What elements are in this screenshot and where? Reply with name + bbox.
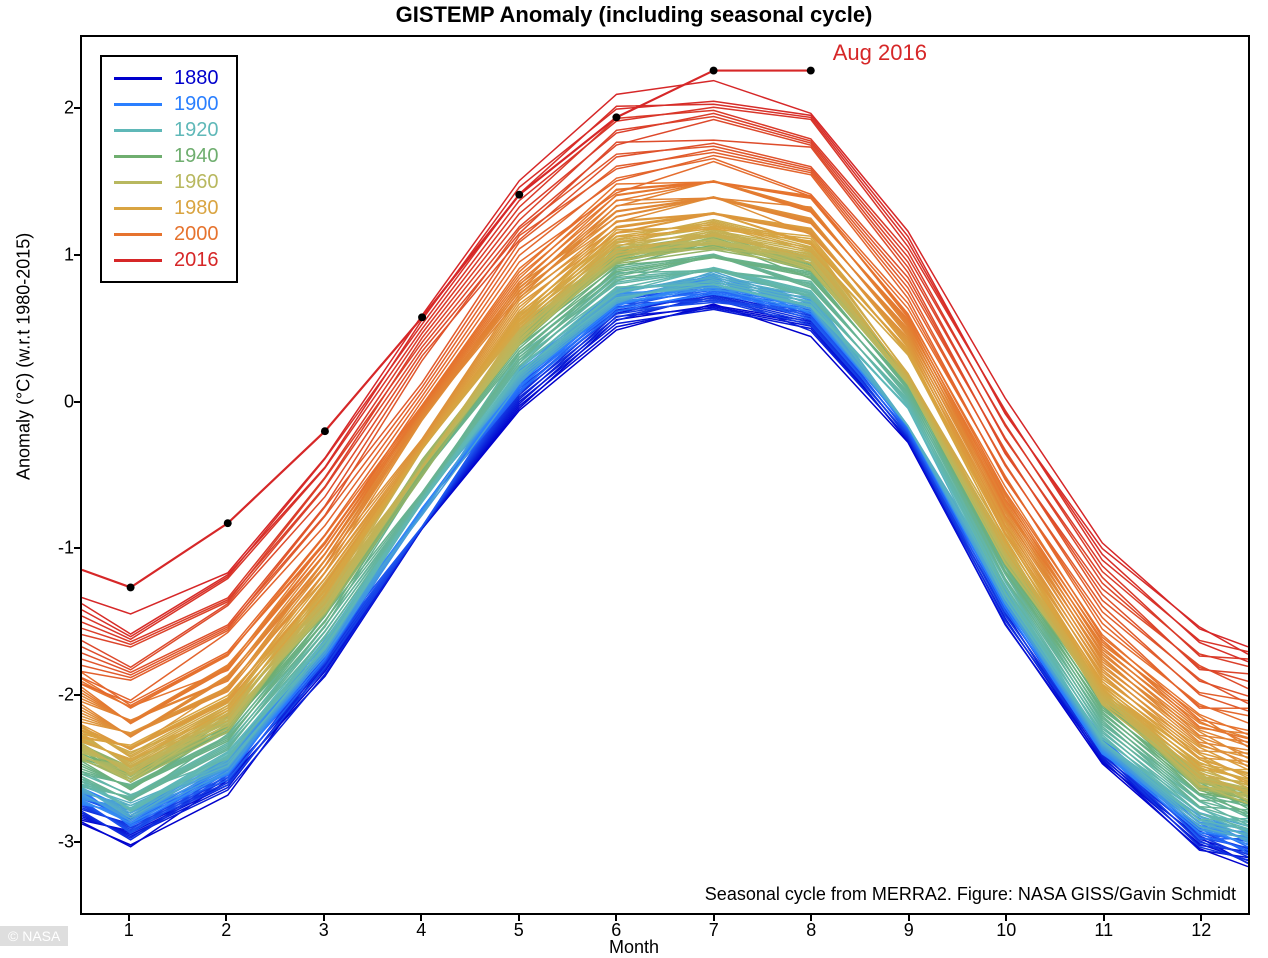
annotation-aug2016: Aug 2016 — [833, 40, 927, 66]
ytick-label: -3 — [58, 831, 74, 852]
legend-item: 1880 — [114, 65, 224, 91]
highlight-2016-marker — [612, 113, 620, 121]
ytick-label: 1 — [64, 245, 74, 266]
year-line — [82, 287, 1248, 829]
legend-item: 1940 — [114, 143, 224, 169]
year-line — [82, 101, 1248, 654]
highlight-2016-marker — [807, 67, 815, 75]
year-line — [82, 298, 1248, 856]
legend-swatch — [114, 77, 162, 80]
watermark-nasa: © NASA — [0, 926, 68, 946]
xtick-label: 4 — [416, 920, 426, 941]
legend-label: 1980 — [174, 197, 224, 220]
year-line — [82, 275, 1248, 843]
legend-swatch — [114, 181, 162, 184]
highlight-2016-marker — [418, 313, 426, 321]
legend-item: 1980 — [114, 195, 224, 221]
xtick-label: 8 — [806, 920, 816, 941]
ytick-label: -1 — [58, 538, 74, 559]
xtick-label: 1 — [124, 920, 134, 941]
ytick-label: 0 — [64, 391, 74, 412]
legend-item: 1920 — [114, 117, 224, 143]
xtick-label: 12 — [1191, 920, 1211, 941]
year-line — [82, 291, 1248, 850]
xtick-label: 7 — [709, 920, 719, 941]
legend-label: 1880 — [174, 67, 224, 90]
legend-item: 1900 — [114, 91, 224, 117]
year-line — [82, 281, 1248, 836]
legend-swatch — [114, 259, 162, 262]
ytick-label: 2 — [64, 98, 74, 119]
xtick-label: 9 — [904, 920, 914, 941]
xtick-label: 2 — [221, 920, 231, 941]
highlight-2016-marker — [515, 191, 523, 199]
legend-swatch — [114, 207, 162, 210]
year-line — [82, 143, 1248, 696]
highlight-2016-marker — [224, 519, 232, 527]
y-axis-label: Anomaly (°C) (w.r.t 1980-2015) — [14, 233, 35, 480]
legend-label: 1960 — [174, 171, 224, 194]
legend-swatch — [114, 129, 162, 132]
xtick-label: 6 — [611, 920, 621, 941]
legend-label: 2000 — [174, 223, 224, 246]
legend-item: 1960 — [114, 169, 224, 195]
year-line — [82, 290, 1248, 853]
plot-area: Aug 2016 Seasonal cycle from MERRA2. Fig… — [80, 35, 1250, 915]
legend-label: 2016 — [174, 249, 224, 272]
highlight-2016-marker — [710, 67, 718, 75]
highlight-2016-marker — [127, 583, 135, 591]
chart-title: GISTEMP Anomaly (including seasonal cycl… — [0, 2, 1268, 28]
year-line — [82, 282, 1248, 836]
year-line — [82, 304, 1248, 867]
line-series-svg — [82, 37, 1248, 913]
legend-label: 1900 — [174, 93, 224, 116]
year-line — [82, 284, 1248, 834]
xtick-label: 3 — [319, 920, 329, 941]
legend-item: 2000 — [114, 221, 224, 247]
xtick-label: 5 — [514, 920, 524, 941]
legend-label: 1920 — [174, 119, 224, 142]
legend-box: 1880 1900 1920 1940 1960 1980 2000 2016 — [100, 55, 238, 283]
highlight-2016-marker — [321, 427, 329, 435]
year-line — [82, 280, 1248, 835]
legend-swatch — [114, 155, 162, 158]
legend-label: 1940 — [174, 145, 224, 168]
year-line — [82, 294, 1248, 848]
source-caption: Seasonal cycle from MERRA2. Figure: NASA… — [705, 884, 1236, 905]
legend-swatch — [114, 103, 162, 106]
xtick-label: 11 — [1094, 920, 1113, 941]
ytick-label: -2 — [58, 685, 74, 706]
legend-item: 2016 — [114, 247, 224, 273]
year-line — [82, 279, 1248, 838]
xtick-label: 10 — [996, 920, 1016, 941]
year-line — [82, 197, 1248, 762]
legend-swatch — [114, 233, 162, 236]
year-line — [82, 278, 1248, 837]
